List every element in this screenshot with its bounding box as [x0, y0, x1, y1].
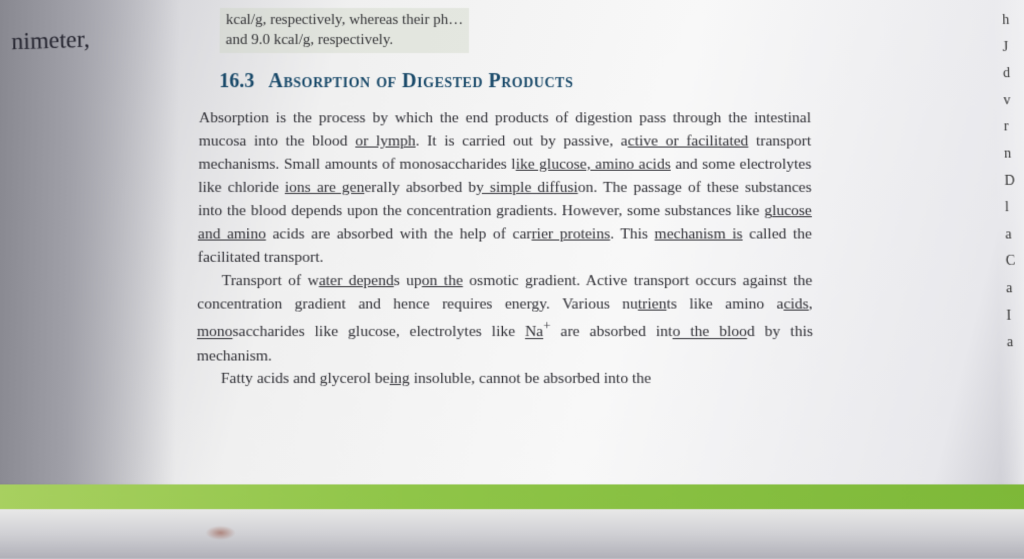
section-heading: 16.3 Absorption of Digested Products: [219, 70, 811, 93]
handwritten-margin-note: nimeter,: [11, 27, 90, 57]
paragraph-1: Absorption is the process by which the e…: [198, 107, 813, 269]
main-content: 16.3 Absorption of Digested Products Abs…: [196, 70, 813, 391]
fragment-line-2: and 9.0 kcal/g, respectively.: [226, 32, 394, 48]
paragraph-3: Fatty acids and glycerol being insoluble…: [196, 368, 813, 391]
page-footer-stripe: [0, 484, 1024, 509]
paragraph-2: Transport of water depends upon the osmo…: [197, 269, 814, 368]
section-number: 16.3: [219, 70, 254, 93]
spine-shadow: [0, 0, 180, 559]
fragment-line-1: kcal/g, respectively, whereas their ph…: [226, 12, 463, 28]
ink-smudge: [205, 526, 236, 540]
section-title: Absorption of Digested Products: [268, 70, 573, 93]
next-page-edge-letters: hJdvrnDlaCaIa: [994, 0, 1024, 559]
page-bottom-edge: [0, 509, 1024, 558]
previous-section-fragment: kcal/g, respectively, whereas their ph… …: [220, 8, 470, 53]
textbook-page: nimeter, kcal/g, respectively, whereas t…: [0, 0, 1024, 559]
